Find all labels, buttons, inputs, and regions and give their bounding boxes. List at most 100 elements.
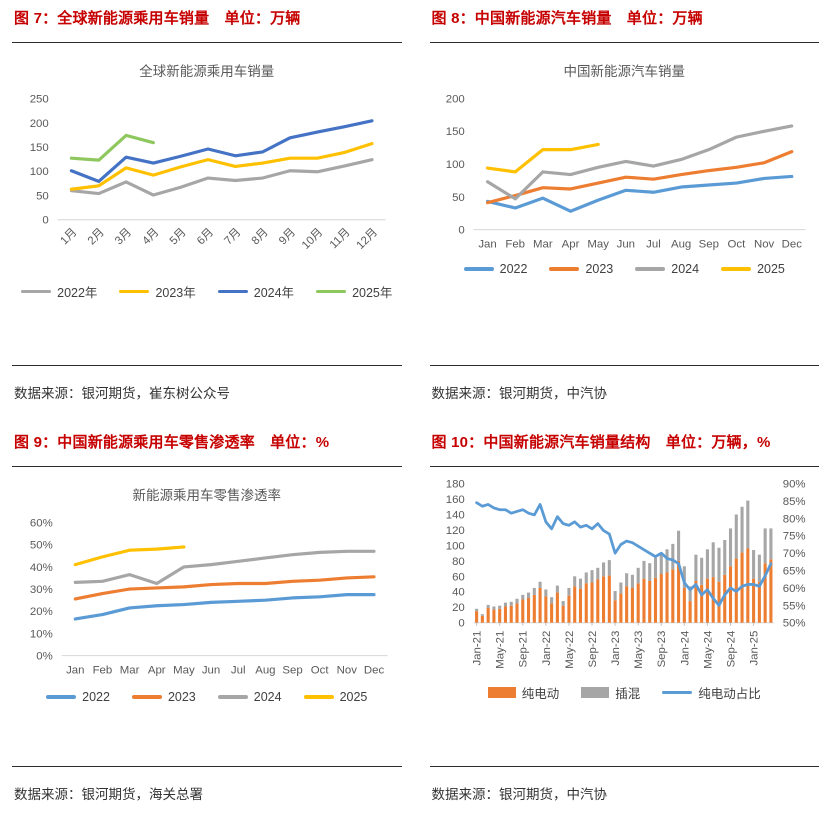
svg-text:60: 60	[452, 571, 465, 583]
legend-label: 2023	[167, 689, 196, 704]
legend-swatch	[463, 267, 494, 271]
svg-text:May-24: May-24	[702, 630, 714, 669]
svg-text:0: 0	[458, 617, 464, 629]
svg-text:May: May	[587, 238, 609, 250]
svg-text:Apr: Apr	[561, 238, 579, 250]
figure-8-source: 数据来源：银河期货，中汽协	[431, 386, 608, 401]
legend-swatch	[635, 267, 666, 271]
legend-swatch	[581, 686, 610, 698]
svg-text:10%: 10%	[30, 628, 53, 640]
legend-label: 2023年	[155, 285, 196, 300]
legend-item-2025: 2025	[303, 689, 368, 704]
legend-item-2022: 2022	[463, 262, 527, 276]
svg-text:75%: 75%	[782, 530, 805, 542]
svg-text:0%: 0%	[36, 650, 53, 662]
legend-item-2022年: 2022年	[21, 282, 97, 301]
legend-swatch	[316, 289, 347, 293]
legend-swatch	[131, 695, 162, 699]
china-nev-sales-line-chart: 0 50 100 150 200 Jan Feb Mar Apr May Jun Jul Aug Sep O…	[445, 93, 806, 250]
svg-text:11月: 11月	[328, 226, 353, 251]
legend-label: 纯电动	[521, 686, 560, 701]
legend-item-2023: 2023	[131, 689, 196, 704]
svg-text:Sep-22: Sep-22	[586, 630, 598, 667]
svg-text:150: 150	[445, 126, 464, 138]
legend-label: 2024	[671, 261, 700, 276]
svg-text:65%: 65%	[782, 565, 805, 577]
legend-swatch	[21, 289, 52, 293]
legend-swatch	[217, 695, 248, 699]
svg-text:May-23: May-23	[633, 630, 645, 668]
legend-swatch	[217, 289, 248, 293]
legend-swatch	[662, 690, 693, 694]
svg-text:May: May	[173, 664, 195, 676]
legend-item-2023年: 2023年	[119, 282, 196, 301]
svg-text:Apr: Apr	[148, 664, 166, 676]
svg-text:140: 140	[445, 509, 464, 521]
figure-9-panel: 图 9：中国新能源乘用车零售渗透率 单位：% 新能源乘用车零售渗透率 0% 10%…	[12, 430, 402, 809]
svg-text:30%: 30%	[30, 584, 53, 596]
svg-text:Jan-22: Jan-22	[540, 630, 552, 665]
svg-text:Jan: Jan	[66, 664, 84, 676]
svg-text:80%: 80%	[782, 513, 805, 525]
figure-8-legend: 2022 2023 2024 2025	[430, 262, 820, 276]
svg-text:Jan-24: Jan-24	[679, 630, 691, 666]
figure-9-legend: 2022 2023 2024 2025	[12, 690, 402, 704]
global-nev-sales-line-chart: 0 50 100 150 200 250 1月 2月 3月 4月 5月 6月 7月 8月 9月 10月 11月 1…	[30, 93, 386, 252]
figure-7-chart-title: 全球新能源乘用车销量	[139, 63, 275, 79]
svg-text:Mar: Mar	[533, 238, 553, 250]
svg-text:20: 20	[452, 602, 465, 614]
svg-text:Feb: Feb	[93, 664, 113, 676]
svg-text:200: 200	[445, 93, 464, 105]
figure-9-bottom-divider	[12, 766, 402, 767]
svg-text:1月: 1月	[58, 226, 79, 247]
svg-text:Sep-21: Sep-21	[517, 630, 529, 667]
svg-text:7月: 7月	[222, 226, 243, 247]
svg-text:Oct: Oct	[311, 664, 330, 676]
figure-8-chart-area: 0 50 100 150 200 Jan Feb Mar Apr May Jun Jul Aug Sep O…	[430, 84, 820, 260]
figure-7-heading: 图 7：全球新能源乘用车销量 单位：万辆	[14, 10, 301, 27]
svg-text:250: 250	[30, 93, 49, 105]
legend-item-2024: 2024	[635, 262, 699, 276]
legend-item-2022: 2022	[46, 690, 110, 704]
legend-item-2025: 2025	[721, 262, 785, 276]
svg-text:Sep-23: Sep-23	[656, 630, 668, 667]
svg-text:Jan: Jan	[478, 238, 496, 250]
figure-10-chart-area: 0 20 40 60 80 100 120 140 160 180 50% 55% 60% 65% 70% 7…	[430, 471, 820, 681]
figure-7-panel: 图 7：全球新能源乘用车销量 单位：万辆 全球新能源乘用车销量 0 50 100 15…	[12, 6, 402, 408]
svg-text:5月: 5月	[168, 226, 189, 247]
figure-9-source: 数据来源：银河期货，海关总署	[14, 787, 203, 802]
figure-10-legend: 纯电动 插混 纯电动占比	[430, 683, 820, 702]
svg-text:Jan-25: Jan-25	[748, 630, 760, 665]
figure-7-source: 数据来源：银河期货，崔东树公众号	[14, 386, 230, 401]
svg-text:50: 50	[36, 190, 49, 202]
legend-item-2025年: 2025年	[316, 282, 392, 301]
svg-text:Nov: Nov	[753, 238, 774, 250]
legend-swatch	[119, 289, 150, 293]
svg-text:20%: 20%	[30, 606, 53, 618]
svg-text:55%: 55%	[782, 600, 805, 612]
legend-label: 2025	[339, 689, 368, 704]
figure-10-heading: 图 10：中国新能源汽车销量结构 单位：万辆，%	[431, 434, 771, 451]
figure-7-bottom-divider	[12, 365, 402, 366]
svg-text:Sep-24: Sep-24	[725, 630, 737, 667]
svg-text:8月: 8月	[250, 226, 271, 247]
svg-text:12月: 12月	[355, 226, 381, 252]
svg-text:9月: 9月	[277, 226, 298, 247]
svg-text:100: 100	[445, 540, 464, 552]
svg-text:100: 100	[445, 159, 464, 171]
svg-text:50: 50	[452, 192, 465, 204]
legend-label: 2025年	[352, 285, 393, 300]
svg-text:Jul: Jul	[231, 664, 246, 676]
svg-text:Jun: Jun	[616, 238, 634, 250]
figure-10-top-divider	[429, 465, 819, 467]
figure-9-chart-title: 新能源乘用车零售渗透率	[132, 487, 282, 503]
legend-swatch	[46, 695, 77, 699]
svg-text:80: 80	[452, 556, 465, 568]
legend-swatch	[549, 267, 580, 271]
svg-text:Sep: Sep	[282, 664, 302, 676]
figure-7-top-divider	[12, 41, 402, 43]
legend-swatch	[487, 686, 516, 698]
legend-item-2023: 2023	[549, 262, 613, 276]
nev-sales-structure-combo-chart: 0 20 40 60 80 100 120 140 160 180 50% 55% 60% 65% 70% 7…	[445, 478, 805, 669]
legend-item-纯电动: 纯电动	[487, 683, 560, 702]
